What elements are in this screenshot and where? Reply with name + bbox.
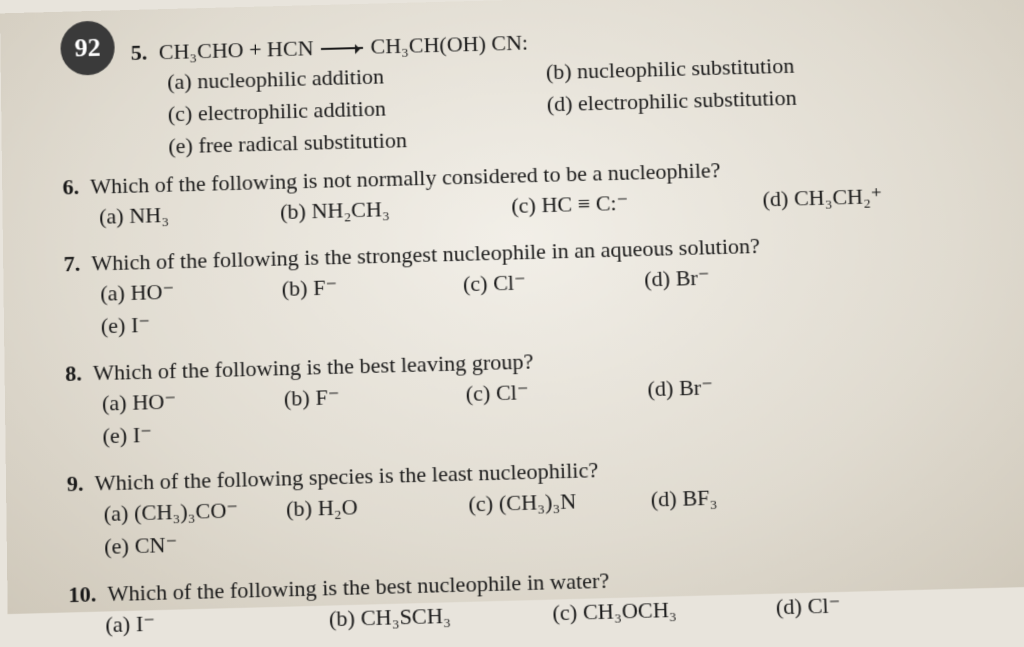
q9-opt-b: (b) H₂O <box>286 491 459 522</box>
q8-opt-e: (e) I⁻ <box>102 418 274 449</box>
q6-opt-a: (a) NH₃ <box>99 200 250 230</box>
q8-num: 8. <box>65 360 82 386</box>
q10-num: 10. <box>68 581 96 607</box>
q8-opt-a: (a) HO⁻ <box>102 386 274 417</box>
q10-opt-b: (b) CH₃SCH₃ <box>329 600 543 632</box>
reaction-arrow-icon <box>321 47 363 50</box>
q8-opt-d: (d) Br⁻ <box>647 371 819 402</box>
question-8: 8. Which of the following is the best le… <box>65 336 1001 456</box>
q7-opt-d: (d) Br⁻ <box>644 262 816 293</box>
q8-opt-c: (c) Cl⁻ <box>465 376 637 407</box>
q7-num: 7. <box>63 251 80 277</box>
q5-opt-b: (b) nucleophilic substitution <box>546 49 927 85</box>
q6-opt-c: (c) HC ≡ C:⁻ <box>511 187 733 219</box>
question-9: 9. Which of the following species is the… <box>67 446 1005 567</box>
textbook-page: 92 5. CH₃CHO + HCN CH₃CH(OH) CN: (a) nuc… <box>0 0 1024 614</box>
q9-opt-e: (e) CN⁻ <box>104 529 277 560</box>
q5-opt-d: (d) electrophilic substitution <box>546 81 928 117</box>
q5-num: 5. <box>131 40 148 65</box>
question-10: 10. Which of the following is the best n… <box>68 557 1008 646</box>
q9-opt-d: (d) BF₃ <box>650 481 823 512</box>
q10-opt-c: (c) CH₃OCH₃ <box>552 594 766 626</box>
q5-lhs: CH₃CHO + HCN <box>159 35 314 64</box>
q5-rhs: CH₃CH(OH) CN: <box>370 30 528 59</box>
q7-opt-e: (e) I⁻ <box>101 308 273 339</box>
q5-options: (a) nucleophilic addition (c) electrophi… <box>131 48 990 167</box>
q9-num: 9. <box>67 470 84 496</box>
question-7: 7. Which of the following is the stronge… <box>63 227 996 347</box>
q8-opt-b: (b) F⁻ <box>284 381 456 412</box>
q7-opt-c: (c) Cl⁻ <box>463 266 635 297</box>
question-5: 5. CH₃CHO + HCN CH₃CH(OH) CN: (a) nucleo… <box>131 18 990 167</box>
page-number-badge: 92 <box>60 20 115 75</box>
q6-num: 6. <box>62 174 79 200</box>
q5-opt-c: (c) electrophilic addition <box>168 92 513 127</box>
q7-opt-a: (a) HO⁻ <box>100 276 272 307</box>
q5-opt-e: (e) free radical substitution <box>168 124 514 159</box>
q10-opt-a: (a) I⁻ <box>105 606 319 638</box>
q6-opt-d: (d) CH₃CH₂⁺ <box>762 181 944 212</box>
q9-opt-a: (a) (CH₃)₃CO⁻ <box>104 496 277 527</box>
q10-opt-d: (d) Cl⁻ <box>775 588 989 620</box>
q6-opt-b: (b) NH₂CH₃ <box>280 194 482 226</box>
q5-opt-a: (a) nucleophilic addition <box>167 60 512 95</box>
q9-opt-c: (c) (CH₃)₃N <box>468 486 641 517</box>
q7-opt-b: (b) F⁻ <box>281 271 453 302</box>
